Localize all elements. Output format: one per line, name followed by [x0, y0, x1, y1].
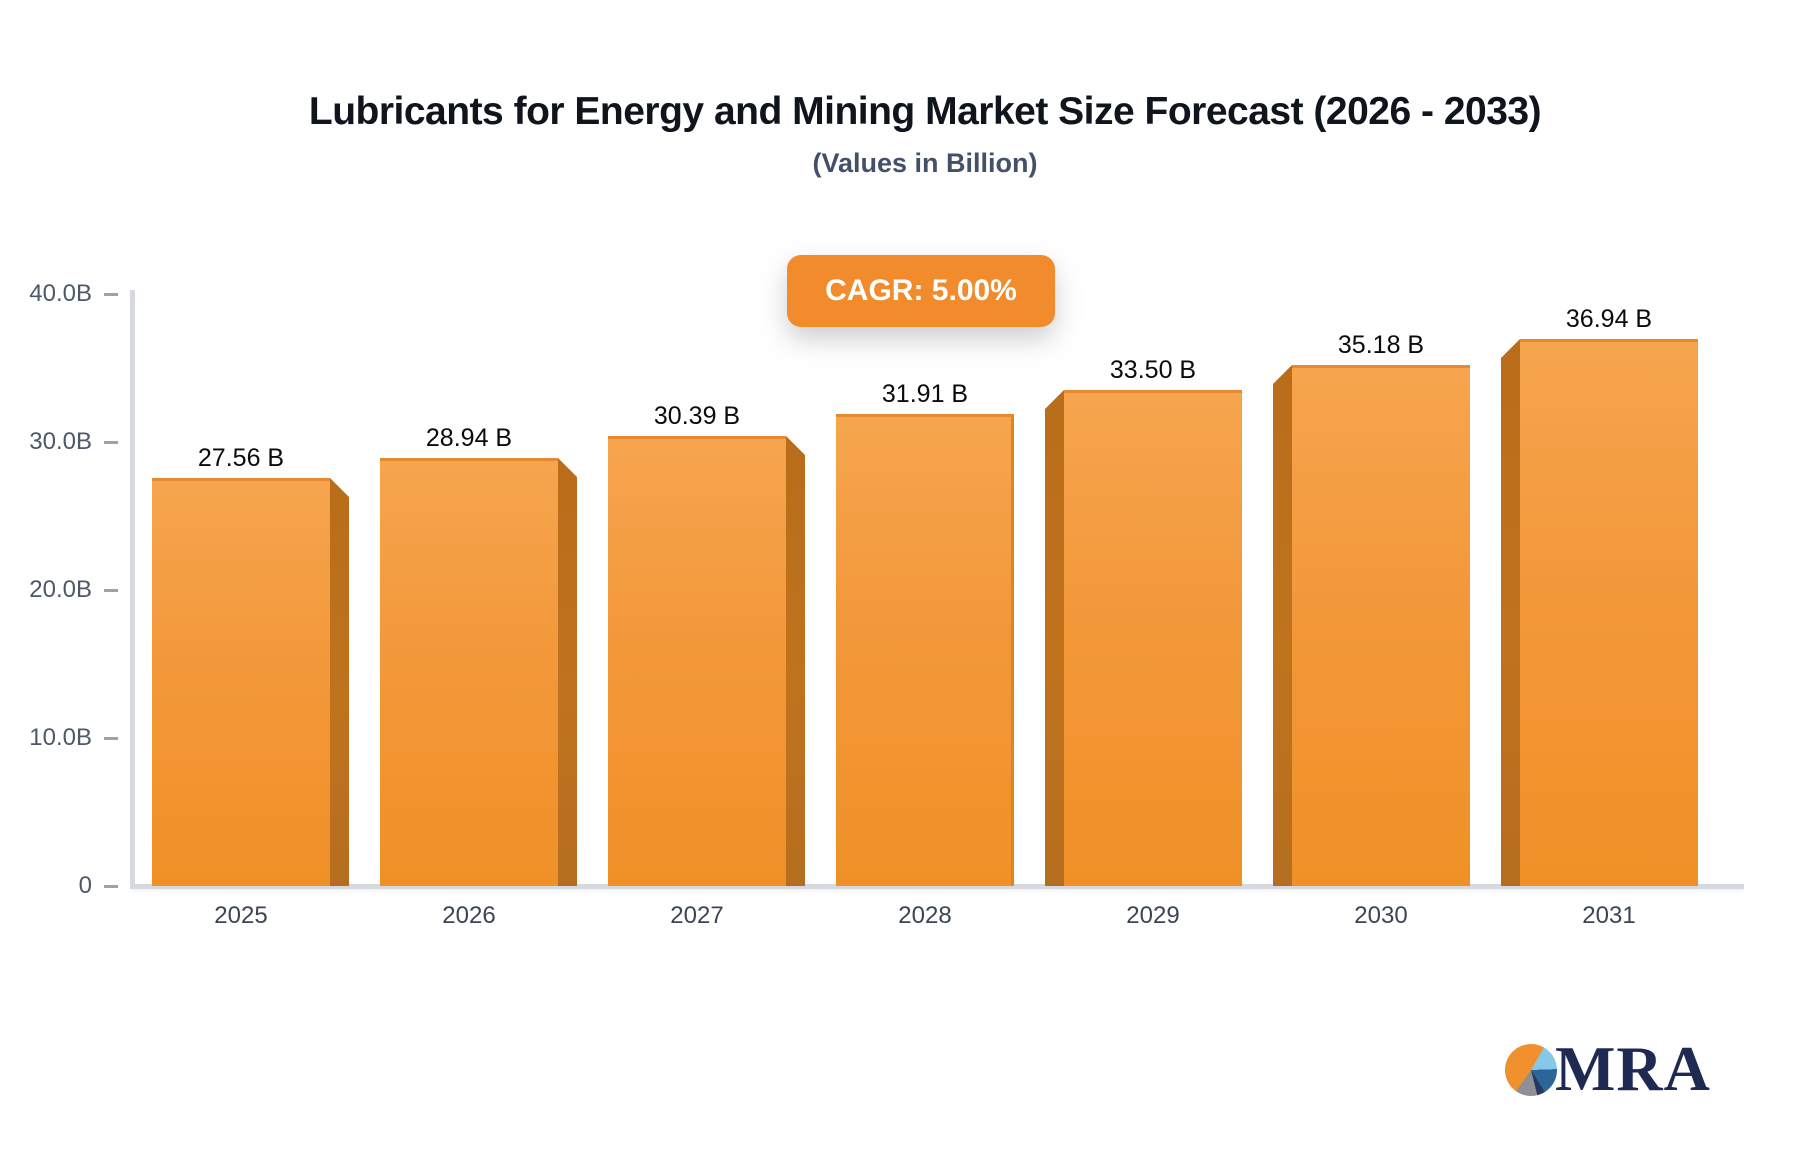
y-tick-dash	[104, 884, 118, 888]
bar-face	[1292, 365, 1470, 886]
bar-face	[608, 436, 786, 886]
bar-face	[836, 414, 1014, 886]
bar-value-label: 28.94 B	[425, 424, 513, 452]
x-axis-line	[130, 884, 1744, 889]
bar-value-label: 30.39 B	[653, 402, 741, 430]
chart-title: Lubricants for Energy and Mining Market …	[308, 90, 1542, 133]
y-tick-label: 30.0B	[29, 428, 92, 455]
bar-value-label: 27.56 B	[197, 444, 285, 472]
bar-face	[152, 478, 330, 886]
x-axis-label: 2030	[1354, 902, 1408, 929]
y-tick-label: 10.0B	[29, 724, 92, 751]
bar-side-panel	[1501, 339, 1520, 886]
x-axis-label: 2027	[670, 902, 724, 929]
y-axis-line	[130, 290, 135, 886]
y-tick-dash	[104, 736, 118, 740]
bar-value-label: 35.18 B	[1337, 331, 1425, 359]
y-tick-dash	[104, 292, 118, 296]
x-axis-label: 2025	[214, 902, 268, 929]
y-tick-label: 20.0B	[29, 576, 92, 603]
x-axis-label: 2029	[1126, 902, 1180, 929]
y-tick-label: 40.0B	[29, 280, 92, 307]
brand-logo-text: MRA	[1555, 1033, 1711, 1104]
bar-value-label: 33.50 B	[1109, 356, 1197, 384]
x-axis-label: 2031	[1582, 902, 1636, 929]
bar-face	[1064, 390, 1242, 886]
bar-face	[380, 458, 558, 886]
brand-logo: MRA	[1505, 1032, 1735, 1112]
bar-side-panel	[558, 458, 577, 886]
bar-side-panel	[1045, 390, 1064, 886]
bar-value-label: 31.91 B	[881, 380, 969, 408]
x-axis-label: 2026	[442, 902, 496, 929]
bar-side-panel	[330, 478, 349, 886]
bar-face	[1520, 339, 1698, 886]
bar-side-panel	[1273, 365, 1292, 886]
y-tick-dash	[104, 440, 118, 444]
chart-subtitle: (Values in Billion)	[812, 148, 1038, 178]
bar-side-panel	[786, 436, 805, 886]
y-tick-label: 0	[78, 872, 92, 899]
cagr-badge: CAGR: 5.00%	[787, 255, 1055, 327]
y-tick-dash	[104, 588, 118, 592]
pie-chart-icon	[1505, 1044, 1557, 1096]
x-axis-label: 2028	[898, 902, 952, 929]
bar-value-label: 36.94 B	[1565, 305, 1653, 333]
